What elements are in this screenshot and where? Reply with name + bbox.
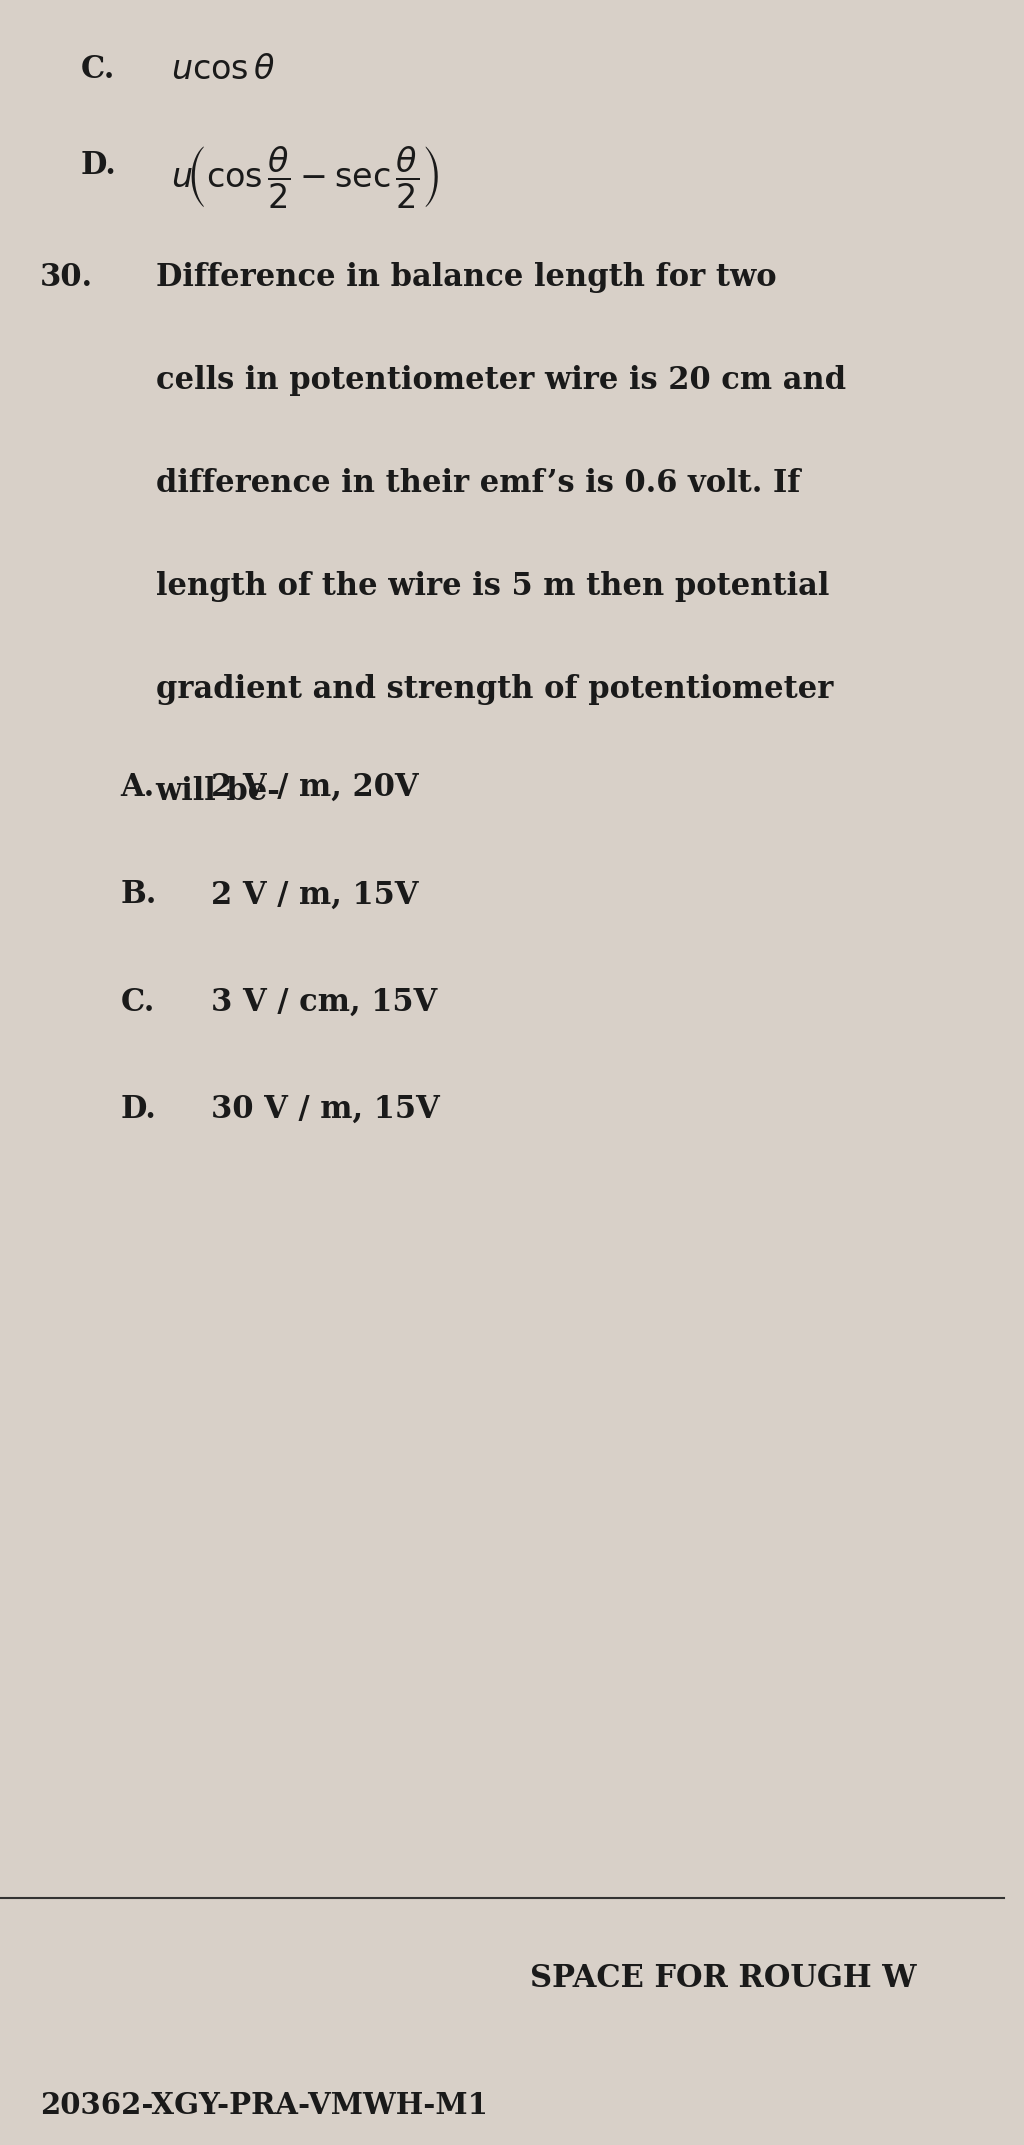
Text: 30 V / m, 15V: 30 V / m, 15V	[211, 1094, 439, 1124]
Text: length of the wire is 5 m then potential: length of the wire is 5 m then potential	[156, 571, 829, 601]
Text: gradient and strength of potentiometer: gradient and strength of potentiometer	[156, 674, 834, 704]
Text: Difference in balance length for two: Difference in balance length for two	[156, 262, 776, 292]
Text: 3 V / cm, 15V: 3 V / cm, 15V	[211, 987, 437, 1017]
Text: 2 V / m, 15V: 2 V / m, 15V	[211, 879, 419, 909]
Text: 20362-XGY-PRA-VMWH-M1: 20362-XGY-PRA-VMWH-M1	[40, 2091, 488, 2121]
Text: 2 V / m, 20V: 2 V / m, 20V	[211, 772, 419, 802]
Text: $u\cos\theta$: $u\cos\theta$	[171, 54, 275, 86]
Text: 30.: 30.	[40, 262, 93, 292]
Text: A.: A.	[121, 772, 155, 802]
Text: cells in potentiometer wire is 20 cm and: cells in potentiometer wire is 20 cm and	[156, 365, 846, 395]
Text: difference in their emf’s is 0.6 volt. If: difference in their emf’s is 0.6 volt. I…	[156, 468, 800, 498]
Text: B.: B.	[121, 879, 157, 909]
Text: C.: C.	[121, 987, 155, 1017]
Text: D.: D.	[121, 1094, 157, 1124]
Text: SPACE FOR ROUGH W: SPACE FOR ROUGH W	[530, 1963, 916, 1993]
Text: $u\!\left(\cos\dfrac{\theta}{2}-\sec\dfrac{\theta}{2}\right)$: $u\!\left(\cos\dfrac{\theta}{2}-\sec\dfr…	[171, 144, 438, 210]
Text: will be-: will be-	[156, 776, 281, 807]
Text: D.: D.	[80, 150, 117, 180]
Text: C.: C.	[80, 54, 115, 84]
